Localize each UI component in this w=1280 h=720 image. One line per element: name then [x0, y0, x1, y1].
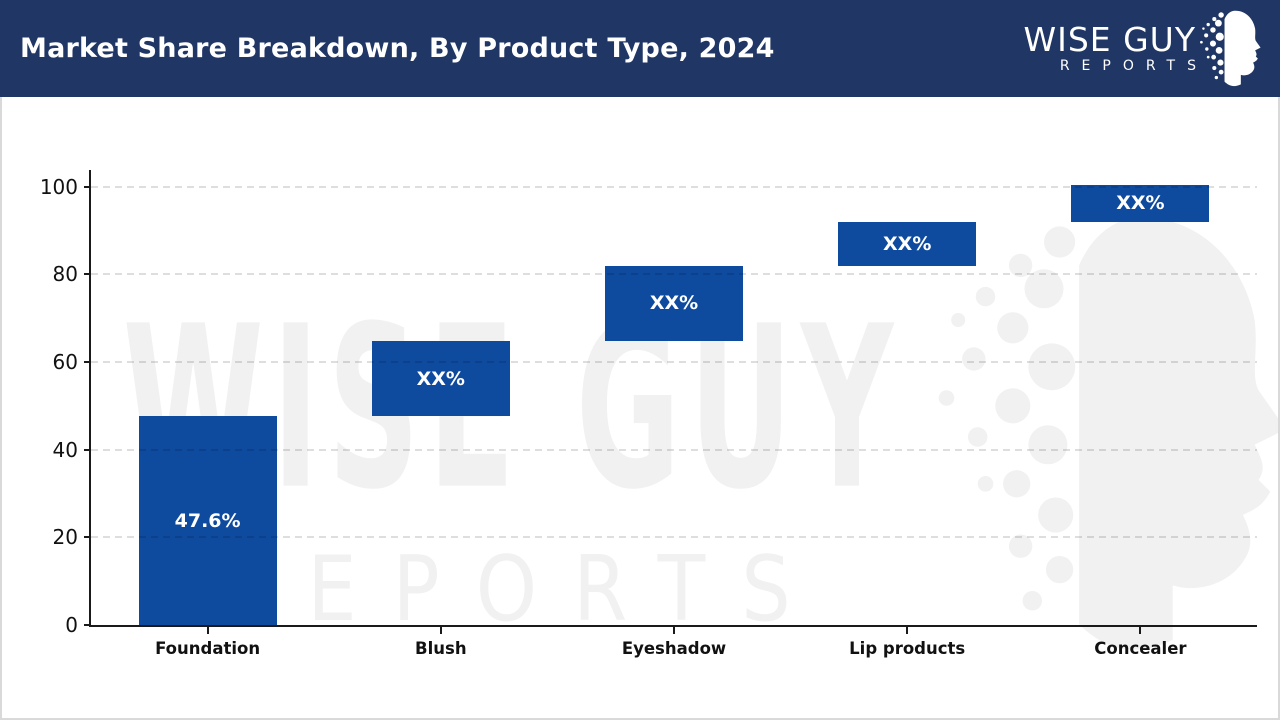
y-tick-label: 40 — [52, 437, 78, 462]
y-tick-label: 20 — [52, 525, 78, 550]
page-title: Market Share Breakdown, By Product Type,… — [20, 33, 775, 64]
bar-value-label: XX% — [883, 232, 932, 255]
bar-value-label: XX% — [649, 292, 699, 315]
x-axis-label: Concealer — [1094, 639, 1187, 658]
y-tick-mark — [84, 185, 91, 188]
y-tick-label: 0 — [65, 613, 78, 637]
x-tick-mark — [206, 627, 209, 634]
x-tick-mark — [906, 627, 909, 634]
y-tick-label: 80 — [52, 262, 78, 287]
y-tick-mark — [84, 448, 91, 451]
y-tick-label: 60 — [52, 349, 78, 374]
x-axis-label: Lip products — [849, 639, 966, 658]
bar: XX% — [371, 341, 510, 417]
logo-face-icon — [1200, 10, 1261, 86]
gridline — [91, 185, 1257, 188]
watermark-face-icon — [938, 217, 1278, 650]
y-tick-mark — [84, 360, 91, 363]
chart-canvas: WISE GUY REPORTS 47.6% XX% XX% XX% XX% 0 20 40… — [0, 97, 1280, 720]
bar-value-label: 47.6% — [174, 509, 241, 532]
bar: XX% — [838, 221, 977, 266]
logo-wordmark-line1: WISE GUY — [1023, 19, 1196, 59]
x-tick-mark — [439, 627, 442, 634]
x-axis-label: Eyeshadow — [621, 639, 727, 658]
y-tick-mark — [84, 273, 91, 276]
x-tick-mark — [1139, 627, 1142, 634]
bar-value-label: XX% — [1116, 192, 1165, 215]
gridline — [91, 536, 1257, 539]
bar: 47.6% — [138, 416, 277, 625]
watermark-text-line2: REPORTS — [217, 538, 827, 642]
bar: XX% — [605, 265, 743, 342]
logo-wordmark-line2: REPORTS — [1059, 58, 1208, 75]
bar-value-label: XX% — [416, 367, 465, 390]
y-tick-mark — [84, 624, 91, 626]
gridline — [91, 360, 1257, 363]
gridline — [91, 273, 1257, 276]
plot-area: 47.6% XX% XX% XX% XX% — [89, 170, 1257, 627]
gridline — [91, 448, 1257, 451]
x-axis-label: Blush — [415, 639, 467, 658]
logo-wordmark: WISE GUY REPORTS — [1023, 19, 1196, 74]
header: Market Share Breakdown, By Product Type,… — [0, 0, 1280, 97]
x-tick-mark — [673, 627, 675, 634]
x-axis-label: Foundation — [155, 639, 261, 658]
bar: XX% — [1071, 184, 1210, 222]
y-tick-mark — [84, 536, 91, 539]
brand-logo: WISE GUY REPORTS — [1023, 8, 1280, 90]
y-tick-label: 100 — [39, 174, 78, 199]
